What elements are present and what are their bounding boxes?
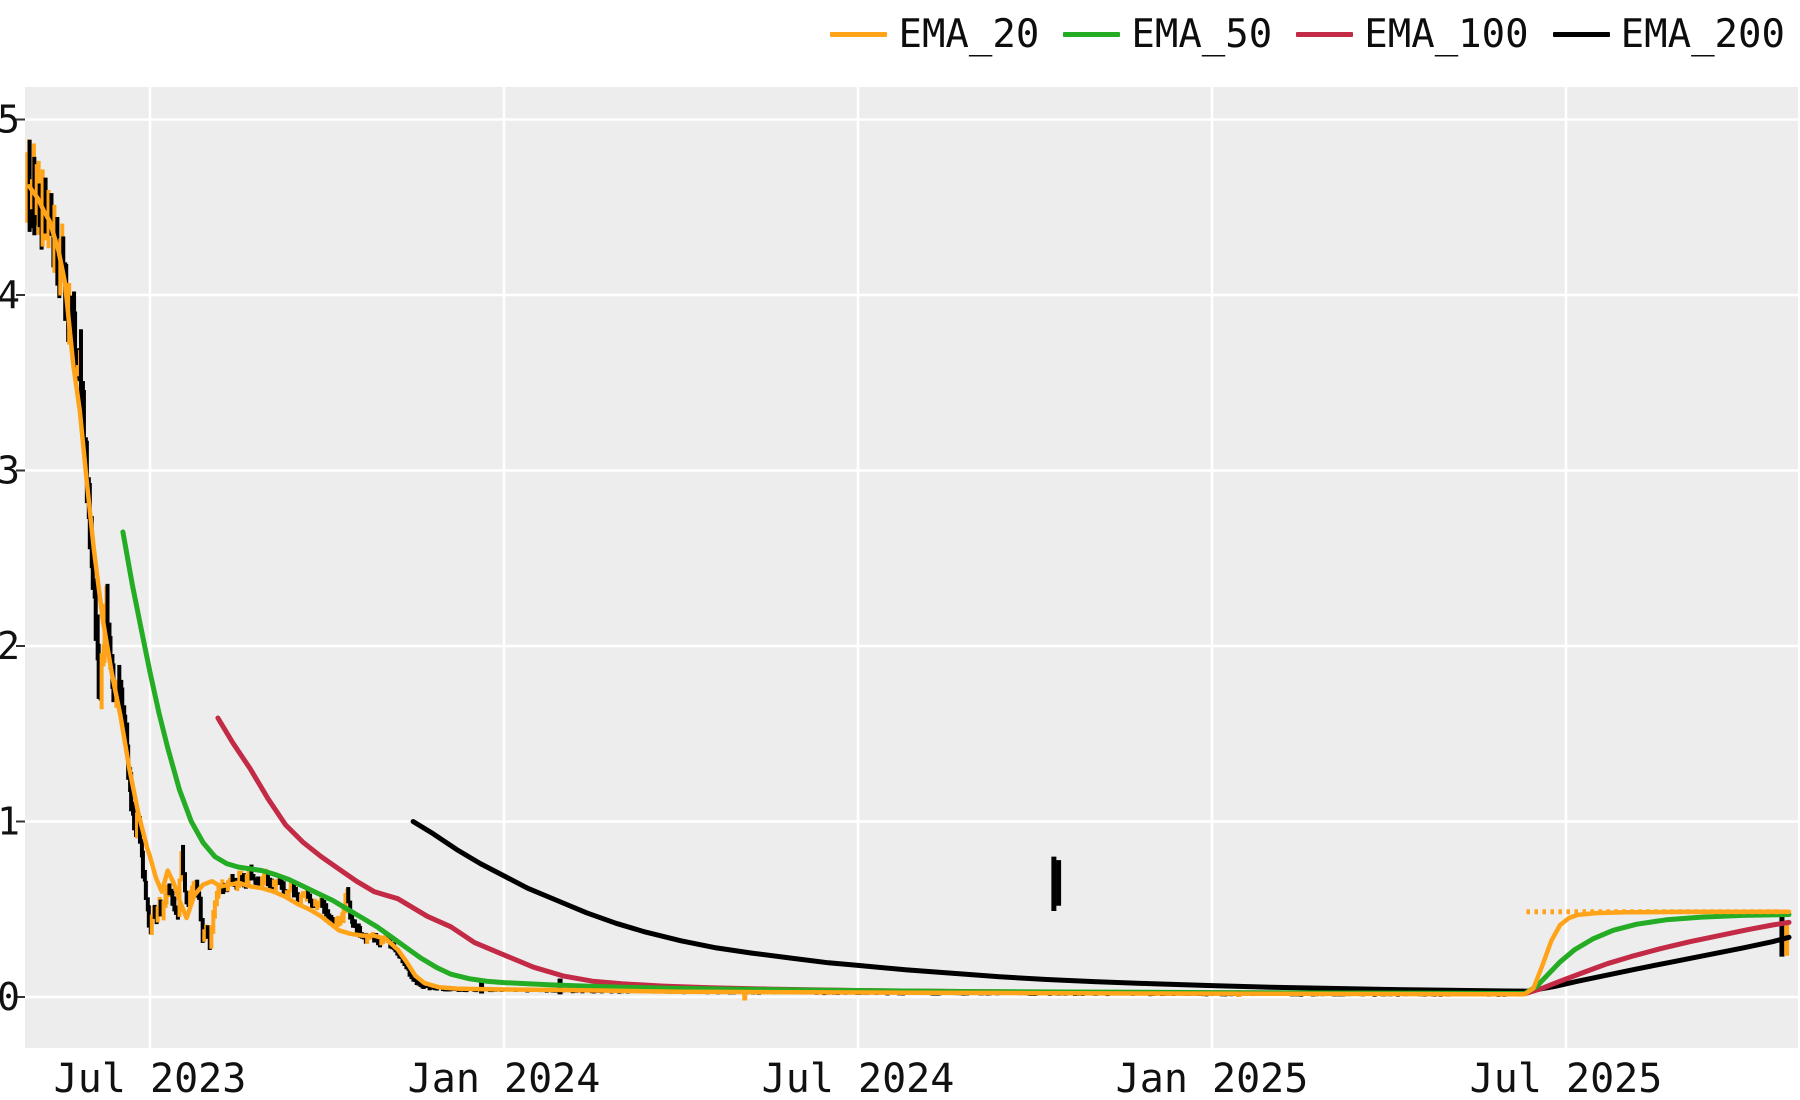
y-tick-label: 1	[0, 800, 20, 844]
legend-label: EMA_200	[1620, 11, 1785, 57]
ema-100-swatch-icon	[1296, 31, 1354, 37]
legend: EMA_20 EMA_50 EMA_100 EMA_200	[830, 10, 1785, 58]
ema-20-line	[26, 183, 1792, 997]
legend-label: EMA_100	[1364, 11, 1529, 57]
x-tick-label: Jul 2023	[54, 1056, 247, 1100]
x-tick-label: Jan 2024	[408, 1056, 601, 1100]
legend-item-ema-50: EMA_50	[1063, 15, 1272, 54]
legend-item-ema-20: EMA_20	[830, 15, 1039, 54]
ema-lines	[26, 183, 1792, 997]
y-tick-label: 0	[0, 975, 20, 1019]
legend-label: EMA_50	[1131, 11, 1273, 57]
x-axis-labels: Jul 2023 Jan 2024 Jul 2024 Jan 2025 Jul 2025	[54, 1056, 1663, 1100]
plot-background	[25, 87, 1798, 1048]
legend-label: EMA_20	[898, 11, 1040, 57]
legend-item-ema-200: EMA_200	[1552, 11, 1785, 57]
ema-200-swatch-icon	[1552, 31, 1610, 37]
ema-50-swatch-icon	[1063, 31, 1121, 37]
x-tick-label: Jan 2025	[1116, 1056, 1309, 1100]
ema-50-line	[120, 529, 1792, 996]
y-tick-label: 4	[0, 273, 20, 317]
y-axis-labels: 0 1 2 3 4 5	[0, 98, 25, 1019]
gridlines	[25, 87, 1798, 1048]
legend-item-ema-100: EMA_100	[1296, 11, 1529, 57]
x-tick-label: Jul 2024	[762, 1056, 955, 1100]
y-tick-label: 3	[0, 449, 20, 493]
y-tick-label: 5	[0, 98, 20, 142]
y-tick-label: 2	[0, 624, 20, 668]
ema-200-line	[410, 819, 1792, 994]
x-tick-label: Jul 2025	[1470, 1056, 1663, 1100]
ema-20-swatch-icon	[830, 31, 888, 37]
